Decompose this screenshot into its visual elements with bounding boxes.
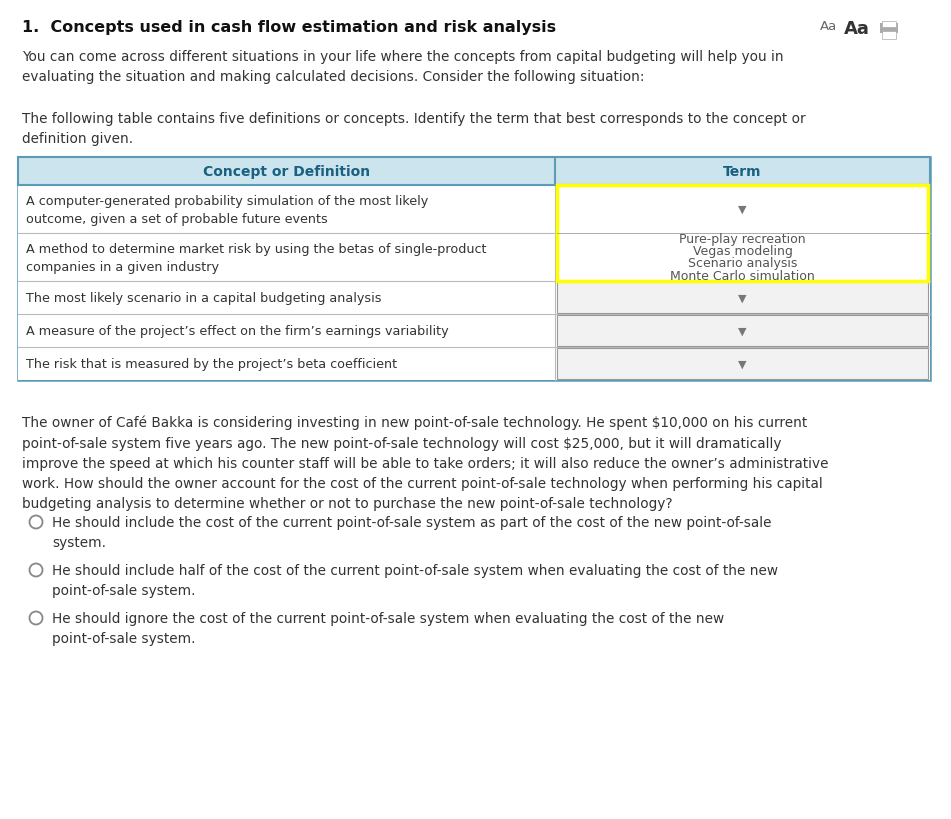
- Text: Scenario analysis: Scenario analysis: [688, 257, 797, 270]
- Text: A measure of the project’s effect on the firm’s earnings variability: A measure of the project’s effect on the…: [26, 324, 449, 337]
- Text: The owner of Café Bakka is considering investing in new point-of-sale technology: The owner of Café Bakka is considering i…: [22, 415, 828, 510]
- Bar: [18, 158, 930, 186]
- Text: He should ignore the cost of the current point-of-sale system when evaluating th: He should ignore the cost of the current…: [52, 611, 724, 645]
- Text: The risk that is measured by the project’s beta coefficient: The risk that is measured by the project…: [26, 358, 398, 370]
- Text: Monte Carlo simulation: Monte Carlo simulation: [670, 269, 815, 283]
- Text: The most likely scenario in a capital budgeting analysis: The most likely scenario in a capital bu…: [26, 292, 381, 305]
- Bar: [18, 158, 930, 381]
- Bar: [18, 233, 930, 282]
- Text: A computer-generated probability simulation of the most likely
outcome, given a : A computer-generated probability simulat…: [26, 194, 428, 225]
- Bar: [557, 186, 928, 282]
- Text: Aa: Aa: [820, 20, 837, 33]
- Text: Term: Term: [724, 165, 762, 179]
- Bar: [18, 282, 930, 314]
- Text: Pure-play recreation: Pure-play recreation: [679, 233, 805, 247]
- Bar: [557, 283, 928, 314]
- Bar: [882, 22, 896, 28]
- Text: The following table contains five definitions or concepts. Identify the term tha: The following table contains five defini…: [22, 112, 805, 146]
- Bar: [18, 314, 930, 347]
- Bar: [880, 24, 898, 34]
- Text: He should include half of the cost of the current point-of-sale system when eval: He should include half of the cost of th…: [52, 563, 778, 597]
- Text: Vegas modeling: Vegas modeling: [692, 245, 792, 258]
- Bar: [18, 347, 930, 381]
- Text: ▼: ▼: [738, 205, 747, 215]
- Text: Aa: Aa: [844, 20, 870, 38]
- Bar: [557, 349, 928, 379]
- Bar: [557, 315, 928, 346]
- Text: ▼: ▼: [738, 326, 747, 336]
- Text: A method to determine market risk by using the betas of single-product
companies: A method to determine market risk by usi…: [26, 242, 487, 274]
- Text: He should include the cost of the current point-of-sale system as part of the co: He should include the cost of the curren…: [52, 515, 771, 550]
- Text: Concept or Definition: Concept or Definition: [203, 165, 370, 179]
- Text: ▼: ▼: [738, 293, 747, 303]
- Text: 1.  Concepts used in cash flow estimation and risk analysis: 1. Concepts used in cash flow estimation…: [22, 20, 556, 35]
- Text: You can come across different situations in your life where the concepts from ca: You can come across different situations…: [22, 50, 784, 84]
- Text: ▼: ▼: [738, 359, 747, 369]
- Bar: [18, 186, 930, 233]
- Bar: [882, 32, 896, 40]
